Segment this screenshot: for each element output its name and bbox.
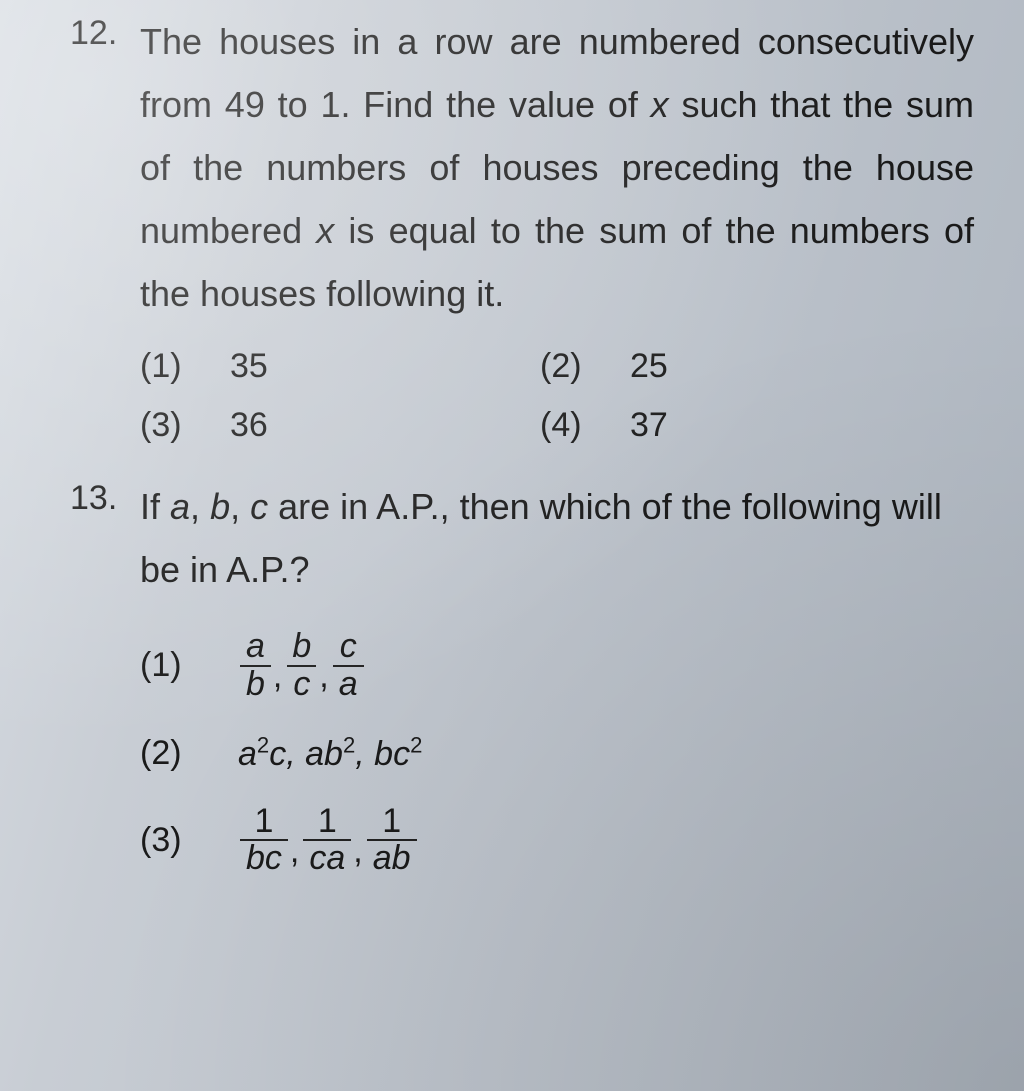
question-12-options: (1) 35 (2) 25 (3) 36 (4) 37 [140,347,984,445]
question-13-options: (1) a b , b c , c a [140,629,984,877]
q13-opt1-frac3-num: c [334,629,363,665]
q13-option-1: (1) a b , b c , c a [140,629,984,702]
q13-opt1-frac1: a b [240,629,271,702]
q13-text-part1: If [140,486,170,527]
q12-option-2: (2) 25 [540,347,940,386]
q12-option-1: (1) 35 [140,347,540,386]
q13-var-a: a [170,486,190,527]
q13-opt3-frac2: 1 ca [303,804,351,877]
q13-var-b: b [210,486,230,527]
q13-option-3-label: (3) [140,821,220,860]
q13-opt2-term2: ab2 [305,735,355,773]
q13-option-3-value: 1 bc , 1 ca , 1 ab [220,804,419,877]
q12-option-row-1: (1) 35 (2) 25 [140,347,984,386]
q12-option-3-value: 36 [220,406,268,445]
q13-comma2: , [230,486,250,527]
q13-opt1-frac2: b c [286,629,317,702]
q12-option-4-value: 37 [620,406,668,445]
q13-option-2-label: (2) [140,734,220,773]
q13-var-c: c [250,486,268,527]
question-12-row: 12. The houses in a row are numbered con… [70,10,984,325]
comma-icon: , [353,832,362,877]
q12-option-4-label: (4) [540,406,620,445]
q12-var-x2: x [316,210,334,251]
q13-opt3-frac2-num: 1 [312,804,343,840]
q13-option-3: (3) 1 bc , 1 ca , 1 ab [140,804,984,877]
q13-opt3-frac1-num: 1 [249,804,280,840]
q12-option-4: (4) 37 [540,406,940,445]
question-12: 12. The houses in a row are numbered con… [70,10,984,445]
q13-opt3-frac1: 1 bc [240,804,288,877]
q12-option-2-label: (2) [540,347,620,386]
q13-option-1-label: (1) [140,646,220,685]
q13-option-2-value: a2c, ab2, bc2 [220,732,422,773]
q13-opt1-frac2-num: b [286,629,317,665]
q12-option-2-value: 25 [620,347,668,386]
comma-icon: , [319,657,328,702]
q12-option-1-label: (1) [140,347,220,386]
comma-icon: , [273,657,282,702]
q13-comma1: , [190,486,210,527]
q13-option-2: (2) a2c, ab2, bc2 [140,732,984,773]
q13-opt1-frac2-den: c [287,665,316,703]
q13-opt2-term3: bc2 [374,735,422,773]
page-content: 12. The houses in a row are numbered con… [0,0,1024,917]
question-13: 13. If a, b, c are in A.P., then which o… [70,475,984,877]
question-13-row: 13. If a, b, c are in A.P., then which o… [70,475,984,601]
q13-opt1-frac3-den: a [333,665,364,703]
q13-opt1-frac1-den: b [240,665,271,703]
q12-option-row-2: (3) 36 (4) 37 [140,406,984,445]
q12-option-3: (3) 36 [140,406,540,445]
q13-opt3-frac2-den: ca [303,839,351,877]
q13-opt3-frac1-den: bc [240,839,288,877]
q13-opt2-term1: a2c [238,735,286,773]
q12-option-3-label: (3) [140,406,220,445]
q13-opt3-frac3: 1 ab [367,804,417,877]
q13-option-1-value: a b , b c , c a [220,629,366,702]
q13-opt3-frac3-num: 1 [376,804,407,840]
question-12-text: The houses in a row are numbered consecu… [140,10,984,325]
question-13-text: If a, b, c are in A.P., then which of th… [140,475,984,601]
q13-opt3-frac3-den: ab [367,839,417,877]
q13-opt1-frac3: c a [333,629,364,702]
comma-icon: , [290,832,299,877]
q13-opt1-frac1-num: a [240,629,271,665]
question-12-number: 12. [70,10,140,53]
question-13-number: 13. [70,475,140,518]
q12-option-1-value: 35 [220,347,268,386]
q12-var-x1: x [651,84,669,125]
